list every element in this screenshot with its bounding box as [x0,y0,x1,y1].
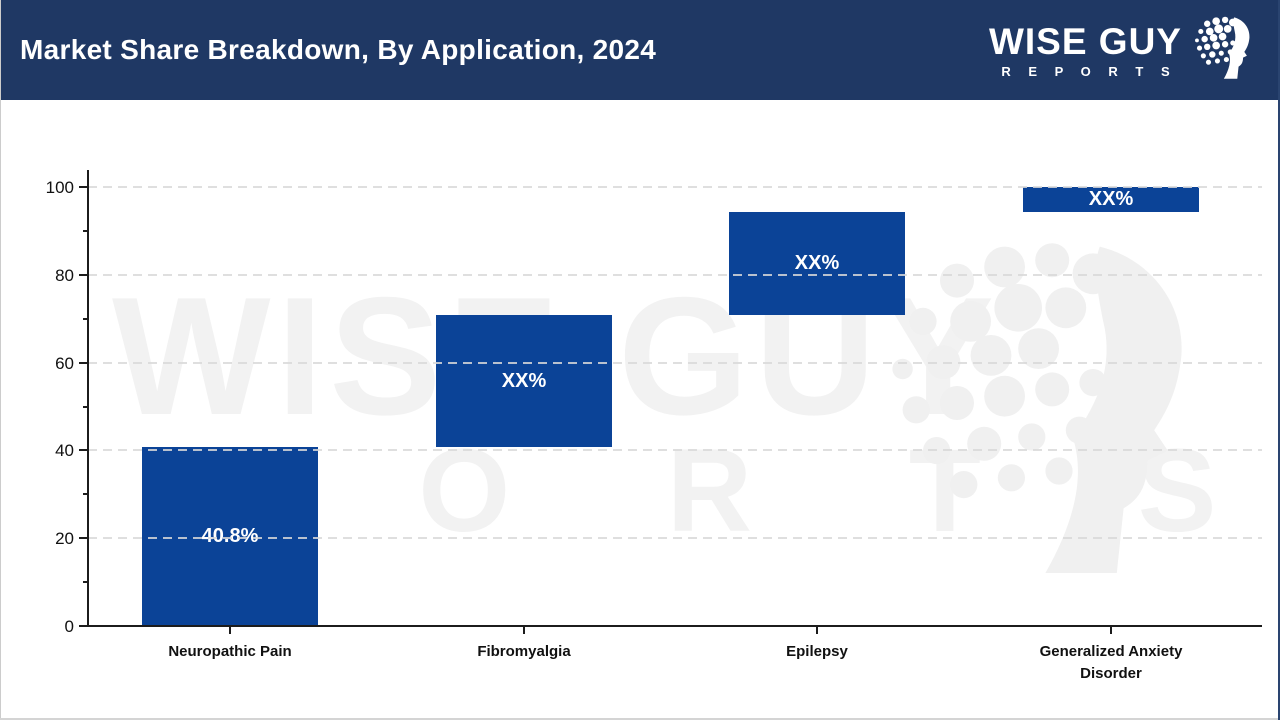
y-minor-tick [83,581,88,584]
bar-value-label: XX% [501,369,547,392]
x-axis-category-label: Epilepsy [786,643,848,660]
x-axis-category-label: Fibromyalgia [477,643,571,660]
y-minor-tick [83,493,88,496]
header-bar: Market Share Breakdown, By Application, … [0,0,1280,100]
bar-value-label: XX% [1088,188,1134,211]
image-left-border [0,0,1,720]
x-axis-tick [816,626,818,634]
gridline [88,449,1262,452]
y-axis-tick-label: 0 [64,617,74,636]
y-major-tick [79,273,88,276]
logo-face-icon [1195,16,1250,79]
logo-wordmark: WISE GUY [988,20,1182,62]
watermark-face-icon [892,243,1182,573]
image-right-border [1278,0,1280,720]
y-axis-tick-label: 60 [55,353,74,373]
y-major-tick [79,537,88,540]
y-minor-tick [83,405,88,408]
bar-segment: 40.8% [142,446,318,626]
x-axis-line [88,625,1262,627]
bar-segment: XX% [729,212,905,316]
bar-value-label: XX% [794,252,840,275]
watermark-text-line2: P O R T S [185,425,1279,557]
page-title: Market Share Breakdown, By Application, … [20,34,657,65]
y-axis-tick-label: 40 [55,441,74,461]
x-axis-tick [229,626,231,634]
y-axis-tick-label: 80 [55,265,74,285]
y-major-tick [79,449,88,452]
y-major-tick [79,361,88,364]
bar-value-label: 40.8% [201,524,259,547]
gridline [88,273,1262,276]
y-axis-tick-label: 100 [45,178,74,197]
y-major-tick [79,625,88,627]
image-bottom-border [0,718,1280,720]
gridline [88,537,1262,540]
x-axis-tick [1110,626,1112,634]
y-minor-tick [83,317,88,320]
bar-segment: XX% [436,315,612,447]
y-axis-tick-label: 20 [55,529,74,549]
gridline [88,186,1262,188]
logo-subtitle: R E P O R T S [1001,63,1177,79]
bar-segment: XX% [1023,187,1199,213]
wiseguy-logo: WISE GUY R E P O R T S [989,10,1252,90]
x-axis-category-label: Neuropathic Pain [168,643,292,660]
y-minor-tick [83,229,88,232]
x-axis-category-label: Generalized Anxiety Disorder [1039,643,1183,682]
x-axis-tick [523,626,525,634]
y-major-tick [79,186,88,188]
gridline [88,361,1262,364]
y-axis-line [87,170,89,627]
